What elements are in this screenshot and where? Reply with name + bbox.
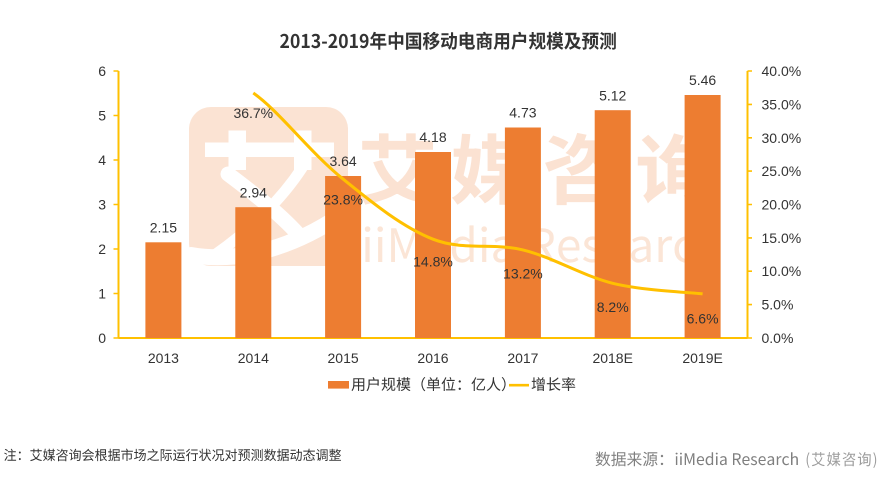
svg-text:2: 2: [98, 241, 106, 257]
svg-text:23.8%: 23.8%: [323, 191, 363, 207]
svg-text:40.0%: 40.0%: [762, 63, 802, 79]
svg-text:4.18: 4.18: [419, 129, 446, 145]
svg-text:30.0%: 30.0%: [762, 130, 802, 146]
svg-text:2013: 2013: [148, 350, 179, 366]
svg-text:36.7%: 36.7%: [233, 105, 273, 121]
svg-text:0.0%: 0.0%: [762, 330, 794, 346]
svg-text:4: 4: [98, 152, 106, 168]
svg-text:2016: 2016: [417, 350, 448, 366]
svg-text:8.2%: 8.2%: [597, 299, 629, 315]
svg-text:14.8%: 14.8%: [413, 254, 453, 270]
svg-text:5.46: 5.46: [689, 72, 716, 88]
svg-text:5.0%: 5.0%: [762, 297, 794, 313]
svg-text:13.2%: 13.2%: [503, 266, 543, 282]
svg-text:6.6%: 6.6%: [687, 311, 719, 327]
svg-text:2.94: 2.94: [240, 184, 267, 200]
svg-text:35.0%: 35.0%: [762, 96, 802, 112]
svg-text:6: 6: [98, 63, 106, 79]
svg-text:2.15: 2.15: [150, 220, 177, 236]
svg-text:15.0%: 15.0%: [762, 230, 802, 246]
svg-text:2015: 2015: [328, 350, 359, 366]
svg-text:3: 3: [98, 197, 106, 213]
svg-text:4.73: 4.73: [509, 105, 536, 121]
svg-text:20.0%: 20.0%: [762, 197, 802, 213]
svg-text:0: 0: [98, 330, 106, 346]
svg-text:1: 1: [98, 286, 106, 302]
svg-text:2014: 2014: [238, 350, 269, 366]
svg-text:10.0%: 10.0%: [762, 263, 802, 279]
svg-text:2017: 2017: [507, 350, 538, 366]
svg-text:3.64: 3.64: [329, 153, 356, 169]
svg-text:2019E: 2019E: [682, 350, 722, 366]
svg-text:2018E: 2018E: [592, 350, 632, 366]
svg-text:5.12: 5.12: [599, 87, 626, 103]
svg-text:5: 5: [98, 108, 106, 124]
svg-text:25.0%: 25.0%: [762, 163, 802, 179]
